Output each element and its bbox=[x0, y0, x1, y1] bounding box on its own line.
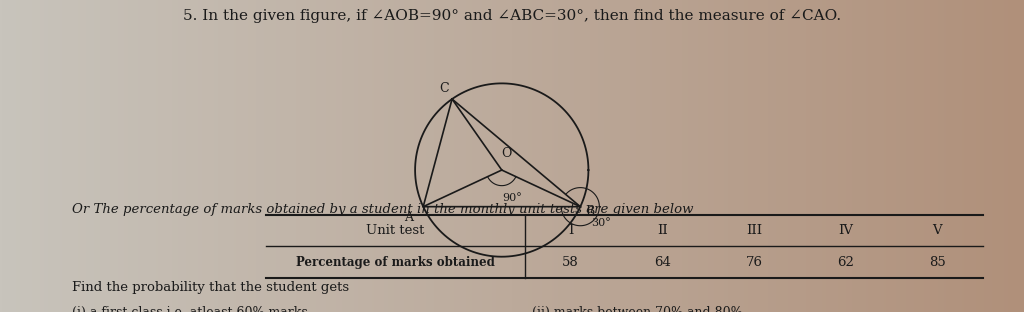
Text: V: V bbox=[933, 224, 942, 237]
Text: 62: 62 bbox=[837, 256, 854, 269]
Text: (ii) marks between 70% and 80%: (ii) marks between 70% and 80% bbox=[532, 306, 743, 312]
Text: I: I bbox=[568, 224, 573, 237]
Text: B: B bbox=[586, 204, 595, 217]
Text: (i) a first class i.e. atleast 60% marks: (i) a first class i.e. atleast 60% marks bbox=[72, 306, 307, 312]
Text: II: II bbox=[656, 224, 668, 237]
Text: O: O bbox=[501, 147, 511, 160]
Text: Find the probability that the student gets: Find the probability that the student ge… bbox=[72, 281, 349, 294]
Text: Unit test: Unit test bbox=[367, 224, 425, 237]
Text: 85: 85 bbox=[929, 256, 945, 269]
Text: Percentage of marks obtained: Percentage of marks obtained bbox=[296, 256, 495, 269]
Text: 64: 64 bbox=[653, 256, 671, 269]
Text: 90°: 90° bbox=[502, 193, 521, 203]
Text: Or The percentage of marks obtained by a student in the monthly unit tests are g: Or The percentage of marks obtained by a… bbox=[72, 203, 693, 216]
Text: 76: 76 bbox=[745, 256, 763, 269]
Text: IV: IV bbox=[838, 224, 853, 237]
Text: A: A bbox=[403, 211, 413, 224]
Text: III: III bbox=[745, 224, 762, 237]
Text: C: C bbox=[439, 82, 449, 95]
Text: 58: 58 bbox=[562, 256, 579, 269]
Text: 5. In the given figure, if ∠AOB​=90° and ∠ABC​=30°, then find the measure of ∠CA: 5. In the given figure, if ∠AOB​=90° and… bbox=[183, 9, 841, 23]
Text: 30°: 30° bbox=[592, 218, 611, 228]
